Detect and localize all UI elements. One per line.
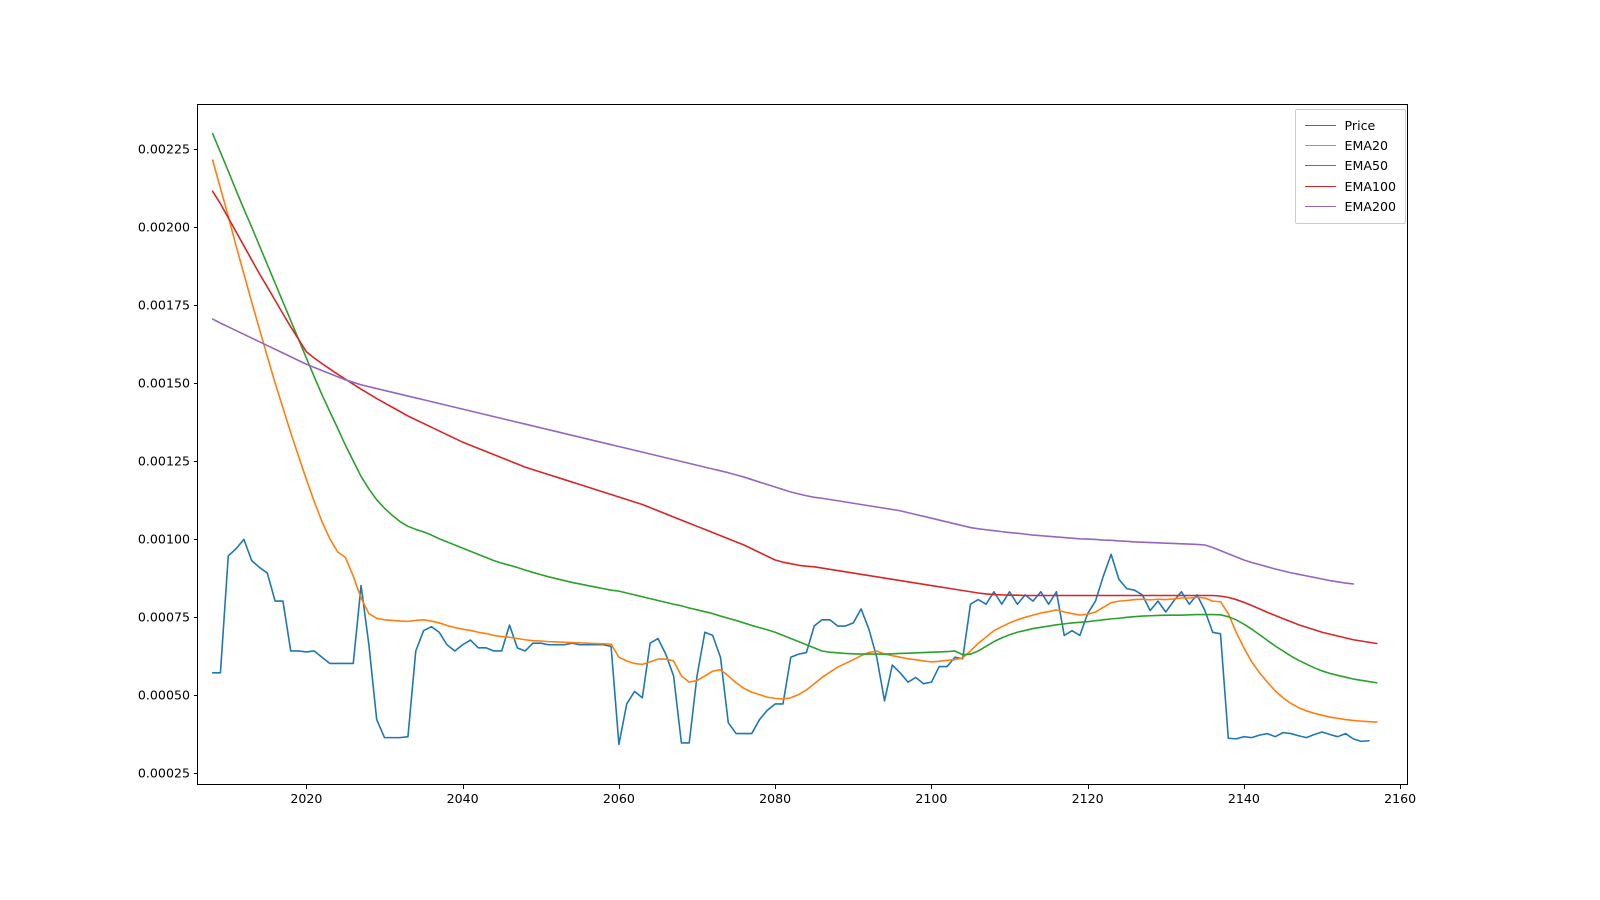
x-tick-label: 2080 bbox=[759, 791, 792, 806]
legend-item-ema100[interactable]: EMA100 bbox=[1304, 176, 1396, 196]
legend-swatch-ema50 bbox=[1304, 165, 1336, 167]
axis-spine-left bbox=[197, 104, 198, 785]
x-tick-mark bbox=[931, 785, 933, 789]
y-tick-label: 0.00150 bbox=[137, 375, 190, 391]
legend-item-ema200[interactable]: EMA200 bbox=[1304, 197, 1396, 217]
legend-item-ema20[interactable]: EMA20 bbox=[1304, 135, 1396, 155]
series-plot-area bbox=[211, 132, 1378, 746]
y-tick-mark bbox=[193, 538, 197, 540]
axis-spine-top bbox=[197, 104, 1408, 105]
y-tick-mark bbox=[193, 149, 197, 151]
y-tick-label: 0.00050 bbox=[137, 687, 190, 703]
x-tick-label: 2020 bbox=[290, 791, 323, 806]
x-tick-label: 2120 bbox=[1071, 791, 1104, 806]
y-tick-mark bbox=[193, 694, 197, 696]
series-line-ema200 bbox=[211, 318, 1355, 585]
x-tick-mark bbox=[618, 785, 620, 789]
series-line-ema100 bbox=[211, 190, 1378, 645]
y-tick-label: 0.00100 bbox=[137, 531, 190, 547]
y-tick-mark bbox=[193, 227, 197, 229]
axis-spine-bottom bbox=[197, 784, 1408, 785]
y-tick-mark bbox=[193, 616, 197, 618]
x-tick-label: 2140 bbox=[1227, 791, 1260, 806]
x-tick-mark bbox=[462, 785, 464, 789]
legend-label: EMA200 bbox=[1344, 199, 1396, 215]
legend-item-ema50[interactable]: EMA50 bbox=[1304, 156, 1396, 176]
x-tick-mark bbox=[1087, 785, 1089, 789]
y-tick-label: 0.00200 bbox=[137, 219, 190, 235]
y-tick-label: 0.00175 bbox=[137, 297, 190, 313]
x-tick-mark bbox=[1400, 785, 1402, 789]
legend-item-price[interactable]: Price bbox=[1304, 115, 1396, 135]
chart-legend[interactable]: Price EMA20 EMA50 EMA100 EMA200 bbox=[1294, 109, 1406, 224]
x-tick-label: 2100 bbox=[915, 791, 948, 806]
series-line-ema20 bbox=[211, 159, 1378, 723]
x-tick-mark bbox=[306, 785, 308, 789]
x-tick-mark bbox=[1243, 785, 1245, 789]
y-tick-mark bbox=[193, 305, 197, 307]
plot-axes: 0.00025 0.00050 0.00075 0.00100 0.00125 0.001… bbox=[138, 104, 1416, 806]
series-line-ema50 bbox=[211, 132, 1378, 684]
x-tick-label: 2040 bbox=[446, 791, 479, 806]
y-tick-label: 0.00075 bbox=[137, 609, 190, 625]
axis-spine-right bbox=[1407, 104, 1408, 785]
legend-swatch-ema20 bbox=[1304, 145, 1336, 147]
x-tick-mark bbox=[775, 785, 777, 789]
legend-swatch-ema200 bbox=[1304, 206, 1336, 208]
y-tick-mark bbox=[193, 460, 197, 462]
series-line-price bbox=[211, 538, 1370, 746]
y-tick-label: 0.00025 bbox=[137, 765, 190, 781]
x-tick-label: 2160 bbox=[1384, 791, 1417, 806]
legend-swatch-price bbox=[1304, 124, 1336, 126]
y-tick-mark bbox=[193, 382, 197, 384]
legend-label: EMA20 bbox=[1344, 138, 1388, 154]
y-tick-label: 0.00125 bbox=[137, 453, 190, 469]
legend-label: Price bbox=[1344, 117, 1376, 133]
y-tick-label: 0.00225 bbox=[137, 141, 190, 157]
legend-swatch-ema100 bbox=[1304, 185, 1336, 187]
legend-label: EMA100 bbox=[1344, 178, 1396, 194]
legend-label: EMA50 bbox=[1344, 158, 1388, 174]
x-tick-label: 2060 bbox=[602, 791, 635, 806]
y-tick-mark bbox=[193, 772, 197, 774]
